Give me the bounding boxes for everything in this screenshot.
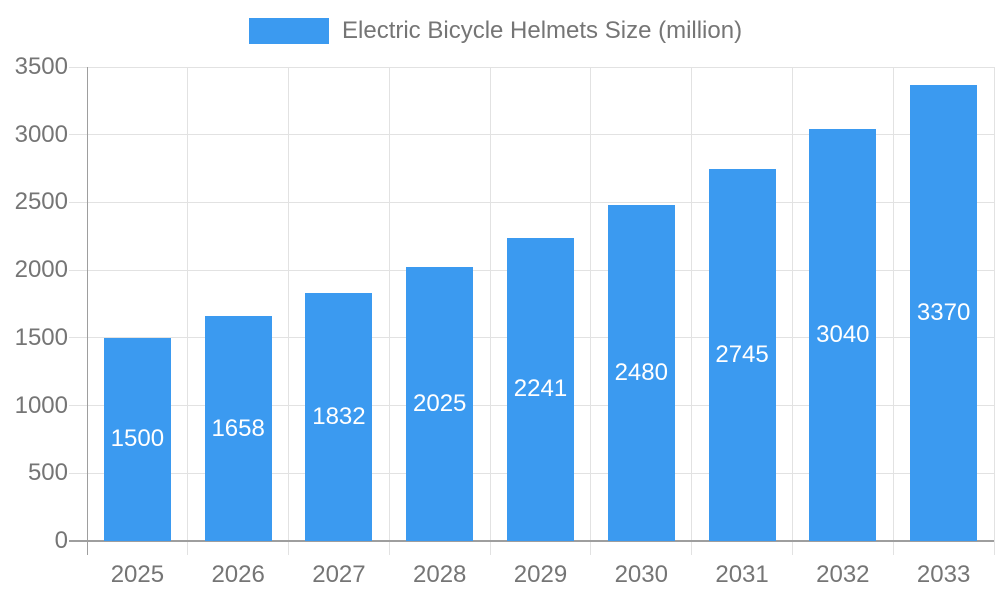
- bar[interactable]: [204, 316, 272, 541]
- gridline-horizontal: [87, 134, 994, 136]
- bar[interactable]: [708, 169, 776, 541]
- y-axis-tick: [69, 66, 87, 68]
- y-axis-tick-label: 1000: [14, 391, 68, 419]
- x-axis-tick: [590, 541, 592, 555]
- gridline-vertical: [993, 67, 995, 541]
- x-axis-tick: [388, 541, 390, 555]
- y-axis-tick-label: 3000: [14, 120, 68, 148]
- bar[interactable]: [607, 205, 675, 541]
- bar[interactable]: [809, 129, 877, 541]
- gridline-vertical: [691, 67, 693, 541]
- x-axis-tick-label: 2028: [413, 561, 467, 588]
- y-axis-tick-label: 2500: [14, 188, 68, 216]
- gridline-vertical: [187, 67, 189, 541]
- y-axis-tick: [69, 405, 87, 407]
- gridline-horizontal: [87, 66, 994, 68]
- x-axis-tick: [187, 541, 189, 555]
- x-axis-tick-label: 2032: [816, 561, 870, 588]
- y-axis-tick-label: 0: [54, 527, 68, 554]
- x-axis-tick-label: 2027: [312, 561, 366, 588]
- bar[interactable]: [910, 84, 978, 541]
- gridline-horizontal: [87, 201, 994, 203]
- x-axis-tick: [489, 541, 491, 555]
- x-axis-tick-label: 2030: [614, 561, 668, 588]
- gridline-vertical: [791, 67, 793, 541]
- y-axis-line: [86, 67, 88, 555]
- bar[interactable]: [103, 337, 171, 541]
- gridline-vertical: [892, 67, 894, 541]
- x-axis-tick: [791, 541, 793, 555]
- x-axis-tick-label: 2029: [513, 561, 568, 588]
- y-axis-tick-label: 2000: [14, 256, 68, 284]
- gridline-vertical: [590, 67, 592, 541]
- y-axis-tick-label: 3500: [14, 53, 68, 80]
- y-axis-tick: [69, 134, 87, 136]
- x-axis-tick-label: 2031: [715, 561, 769, 588]
- y-axis-tick: [69, 201, 87, 203]
- y-axis-tick-label: 500: [27, 459, 68, 487]
- y-axis-tick: [69, 337, 87, 339]
- y-axis-tick: [69, 472, 87, 474]
- bar[interactable]: [507, 237, 574, 541]
- gridline-vertical: [489, 67, 491, 541]
- y-axis-tick: [69, 269, 87, 271]
- legend[interactable]: Electric Bicycle Helmets Size (million): [249, 17, 742, 45]
- y-axis-tick-label: 1500: [14, 323, 68, 351]
- x-axis-tick: [993, 541, 995, 555]
- x-axis-tick-label: 2033: [916, 561, 971, 588]
- legend-label: Electric Bicycle Helmets Size (million): [342, 17, 743, 44]
- x-axis-tick-label: 2026: [211, 561, 265, 588]
- bar[interactable]: [305, 292, 373, 541]
- x-axis-tick: [288, 541, 290, 555]
- x-axis-tick-label: 2025: [110, 561, 165, 588]
- x-axis-tick: [691, 541, 693, 555]
- x-axis-line: [69, 540, 994, 542]
- legend-swatch: [249, 18, 329, 44]
- x-axis-tick: [892, 541, 894, 555]
- bar[interactable]: [406, 266, 474, 541]
- gridline-vertical: [388, 67, 390, 541]
- gridline-vertical: [288, 67, 290, 541]
